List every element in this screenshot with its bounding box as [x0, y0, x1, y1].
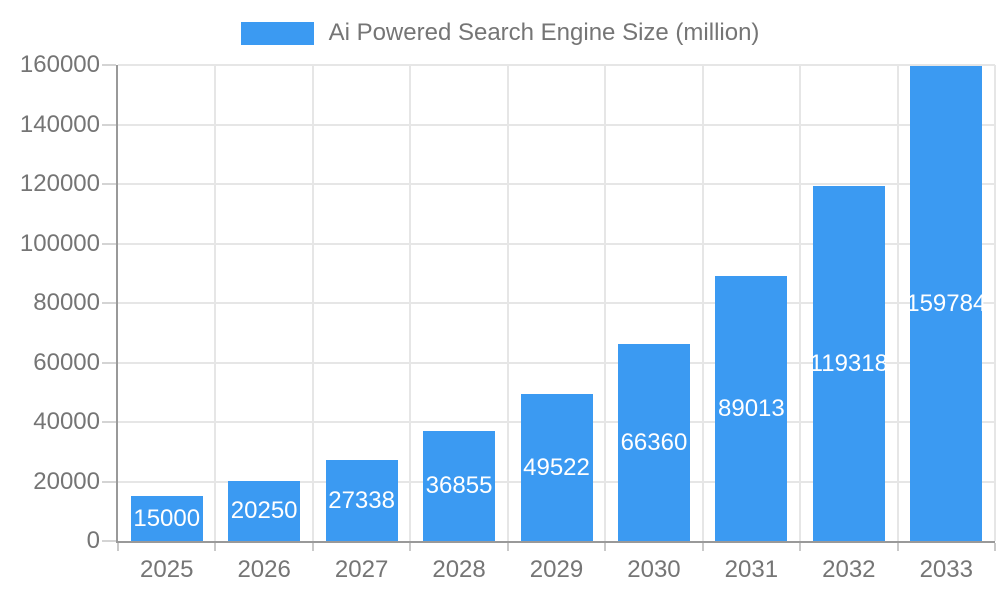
bar-value-label: 89013	[718, 394, 785, 422]
bar[interactable]: 27338	[325, 460, 398, 541]
gridline-vertical	[799, 65, 802, 541]
gridline-horizontal	[118, 183, 995, 185]
gridline-horizontal	[118, 242, 995, 245]
x-tick-label: 2033	[919, 556, 973, 583]
bar[interactable]: 119318	[809, 186, 888, 541]
bar-value-label: 20250	[230, 497, 298, 524]
x-tick-label: 2025	[140, 556, 194, 583]
gridline-horizontal	[118, 302, 995, 304]
bar[interactable]: 89013	[715, 276, 788, 541]
y-tick-mark	[102, 123, 116, 126]
bar-value-label: 66360	[620, 428, 688, 456]
x-tick-mark	[506, 543, 509, 551]
y-tick-mark	[102, 242, 116, 245]
x-tick-label: 2027	[334, 556, 389, 583]
legend-swatch	[240, 21, 314, 45]
bar-value-label: 27338	[328, 486, 395, 514]
y-tick-mark	[102, 540, 116, 542]
y-tick-label: 40000	[33, 408, 100, 435]
x-tick-mark	[117, 543, 119, 551]
plot-area: 15000 20250 27338 36855 49522 66360 89013 11931…	[116, 64, 996, 543]
x-tick-label: 2030	[627, 556, 681, 583]
gridline-horizontal	[118, 64, 995, 66]
x-tick-mark	[701, 543, 704, 551]
y-tick-label: 80000	[33, 289, 100, 316]
y-tick-label: 160000	[19, 51, 100, 78]
gridline-vertical	[701, 65, 704, 541]
y-tick-label: 120000	[19, 170, 100, 197]
y-tick-label: 140000	[19, 110, 100, 138]
bar[interactable]: 49522	[520, 394, 593, 541]
bar[interactable]: 20250	[228, 481, 301, 541]
x-tick-label: 2032	[822, 556, 876, 583]
y-axis-line	[116, 65, 118, 543]
bar-value-label: 15000	[133, 504, 201, 532]
x-tick-mark	[994, 543, 996, 551]
y-tick-mark	[102, 361, 116, 364]
x-tick-label: 2029	[529, 556, 584, 583]
y-tick-mark	[102, 302, 116, 304]
y-tick-mark	[102, 480, 116, 483]
gridline-vertical	[604, 65, 607, 541]
legend-label: Ai Powered Search Engine Size (million)	[328, 19, 760, 46]
x-axis-line	[116, 541, 995, 543]
bar-value-label: 159784	[906, 289, 987, 317]
gridline-horizontal	[118, 361, 995, 364]
gridline-vertical	[506, 65, 509, 541]
gridline-vertical	[994, 65, 996, 541]
y-tick-label: 60000	[33, 348, 100, 376]
y-tick-label: 0	[86, 527, 100, 554]
y-tick-mark	[102, 64, 116, 66]
gridline-vertical	[409, 65, 412, 541]
x-tick-label: 2026	[237, 556, 291, 583]
bar[interactable]: 36855	[423, 431, 496, 541]
bar-value-label: 119318	[809, 349, 888, 377]
x-tick-mark	[409, 543, 412, 551]
y-tick-mark	[102, 421, 116, 423]
x-tick-mark	[604, 543, 607, 551]
y-tick-label: 20000	[33, 467, 100, 495]
bar-value-label: 36855	[425, 472, 493, 499]
gridline-horizontal	[118, 123, 995, 126]
gridline-vertical	[896, 65, 899, 541]
x-tick-label: 2028	[432, 556, 486, 583]
y-tick-mark	[102, 183, 116, 185]
x-tick-mark	[896, 543, 899, 551]
bar[interactable]: 66360	[617, 344, 690, 541]
bar[interactable]: 159784	[906, 66, 986, 541]
x-tick-mark	[311, 543, 314, 551]
x-tick-label: 2031	[724, 556, 779, 583]
gridline-vertical	[311, 65, 314, 541]
legend[interactable]: Ai Powered Search Engine Size (million)	[0, 19, 1000, 47]
gridline-vertical	[214, 65, 217, 541]
x-tick-mark	[799, 543, 802, 551]
bar[interactable]: 15000	[130, 496, 203, 541]
x-tick-mark	[214, 543, 217, 551]
y-tick-label: 100000	[19, 229, 100, 257]
bar-value-label: 49522	[523, 453, 590, 481]
